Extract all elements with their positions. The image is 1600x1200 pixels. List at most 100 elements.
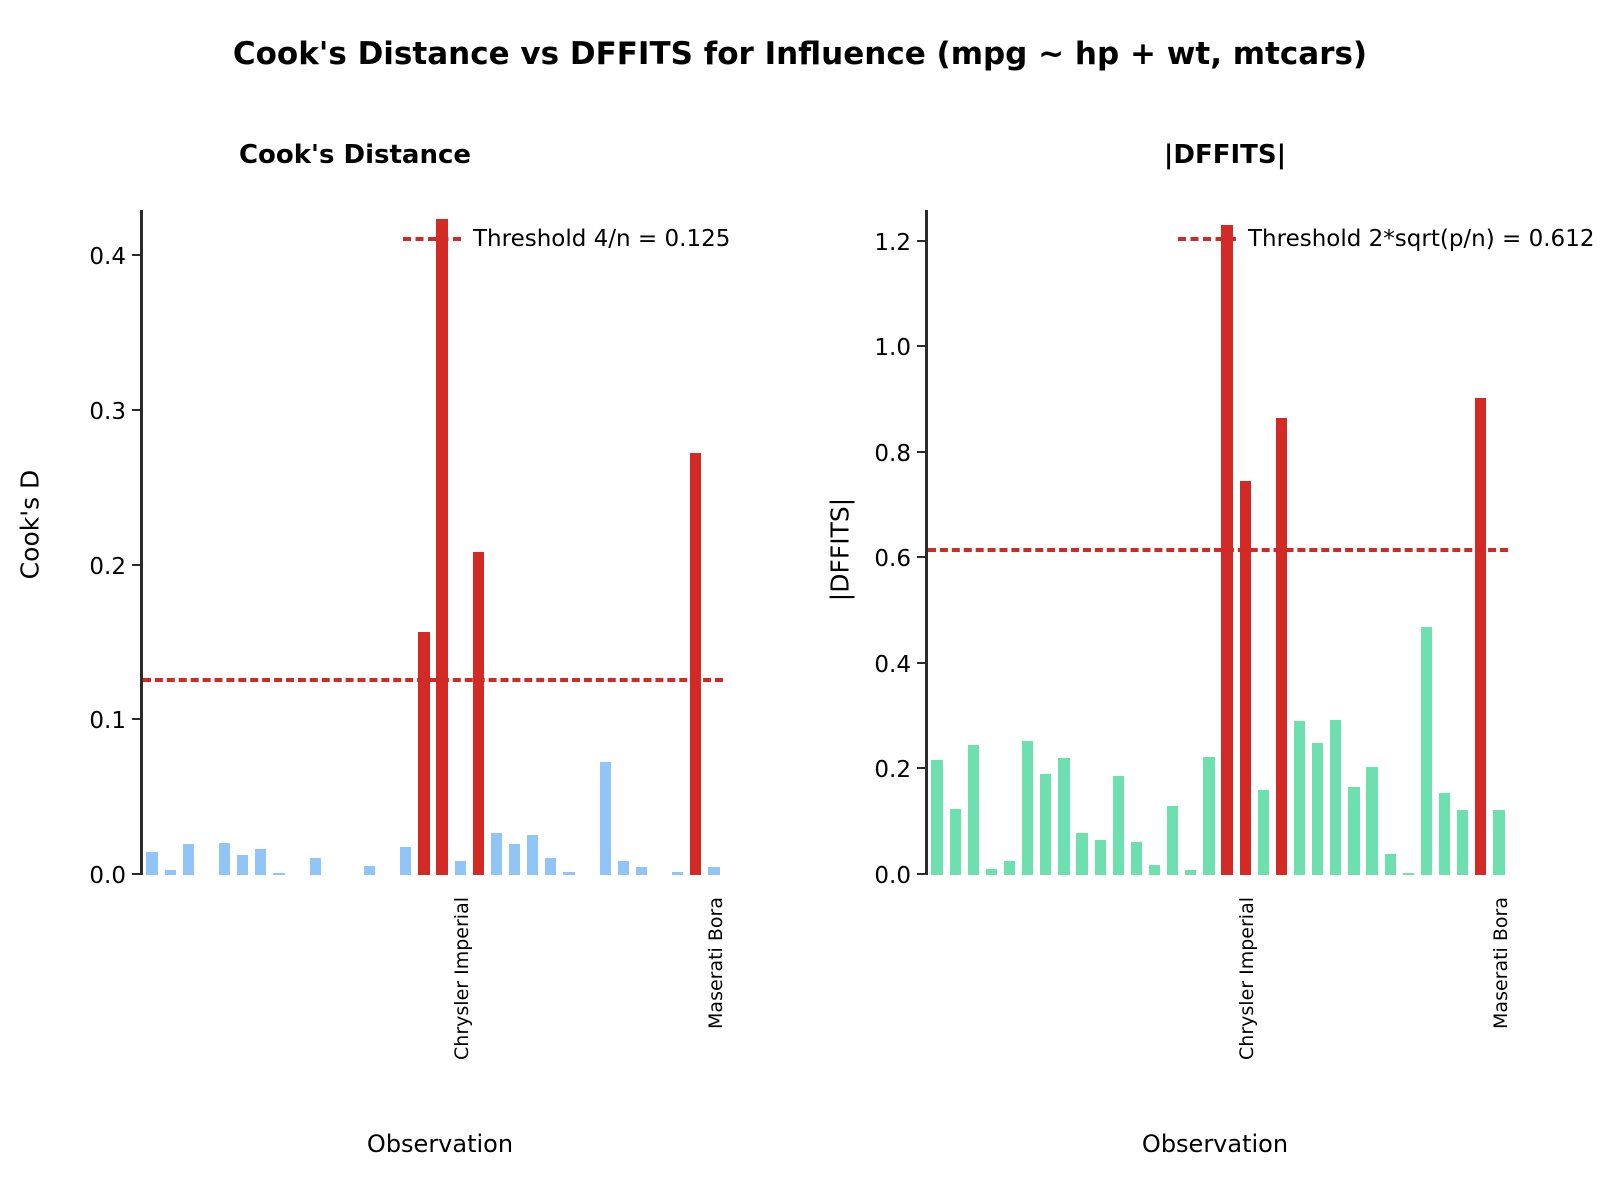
y-tick-label: 0.8: [874, 440, 911, 467]
y-tick-label: 0.4: [874, 651, 911, 678]
bar: [949, 808, 961, 875]
x-axis-label-cooks: Observation: [366, 1130, 514, 1158]
bar: [1112, 775, 1124, 875]
figure-suptitle: Cook's Distance vs DFFITS for Influence …: [232, 36, 1368, 72]
y-tick-mark: [132, 409, 143, 412]
bar: [1402, 873, 1414, 875]
bar: [1040, 774, 1052, 875]
bar: [1366, 766, 1378, 875]
y-tick-mark: [132, 563, 143, 566]
threshold-line-dffits: [928, 548, 1508, 552]
bar: [490, 833, 503, 875]
y-tick-mark: [917, 345, 928, 348]
bar: [599, 762, 611, 875]
x-axis-label-dffits: Observation: [1141, 1130, 1289, 1158]
bar: [508, 844, 521, 875]
bar: [1384, 854, 1396, 875]
bar: [617, 861, 629, 875]
y-tick-label: 0.0: [874, 863, 911, 889]
bar: [1058, 758, 1070, 875]
bar: [436, 219, 448, 875]
y-tick-mark: [917, 873, 928, 875]
bar: [1293, 721, 1306, 875]
legend-dash-icon: [1178, 237, 1236, 241]
plot-area-cooks-distance: 0.0 0.1 0.2 0.3 0.4 Chrysler Imperial Maserat…: [89, 210, 730, 1060]
x-tick-label: Maserati Bora: [704, 897, 727, 1029]
x-tick-label: Maserati Bora: [1489, 897, 1512, 1029]
bar: [1438, 793, 1451, 875]
bar: [255, 848, 267, 875]
y-tick-label: 0.4: [89, 244, 126, 271]
y-tick-mark: [917, 239, 928, 242]
bar: [454, 861, 466, 875]
bar: [1420, 626, 1433, 875]
y-axis-label-dffits: |DFFITS|: [825, 497, 855, 602]
bar: [363, 865, 376, 875]
bar: [1239, 480, 1251, 875]
y-tick-mark: [132, 254, 143, 257]
bar: [1312, 742, 1324, 875]
bar: [1148, 864, 1161, 875]
bar: [1275, 417, 1288, 875]
bar: [967, 745, 979, 875]
bar: [1022, 740, 1034, 875]
bar: [164, 870, 176, 875]
bar: [931, 760, 943, 875]
bar: [985, 869, 998, 875]
bar: [1348, 787, 1360, 875]
y-tick-mark: [917, 767, 928, 770]
bar: [218, 842, 231, 875]
bar: [1185, 870, 1197, 875]
x-tick-label: Chrysler Imperial: [451, 897, 474, 1060]
legend-label-dffits: Threshold 2*sqrt(p/n) = 0.612: [1248, 226, 1595, 252]
y-tick-label: 0.6: [874, 546, 911, 573]
panel-title-cooks-distance: Cook's Distance: [238, 140, 472, 170]
bar: [1003, 860, 1016, 875]
y-tick-mark: [132, 873, 143, 875]
bar: [182, 844, 194, 875]
bar: [400, 847, 412, 875]
y-tick-label: 0.1: [89, 708, 126, 735]
bar: [1475, 398, 1487, 875]
plot-area-dffits: 0.0 0.2 0.4 0.6 0.8 1.0 1.2 Chrysler Imperial M…: [874, 210, 1594, 1060]
bar: [635, 867, 648, 875]
y-tick-label: 0.0: [89, 863, 126, 889]
bar: [1203, 756, 1215, 875]
legend-cooks: Threshold 4/n = 0.125: [403, 226, 730, 252]
bar: [1130, 841, 1143, 875]
y-tick-label: 1.2: [874, 229, 911, 256]
bar: [708, 867, 720, 875]
bar: [146, 851, 158, 875]
bar: [1457, 809, 1469, 875]
legend-dffits: Threshold 2*sqrt(p/n) = 0.612: [1178, 226, 1594, 252]
legend-dash-icon: [403, 237, 461, 241]
y-tick-label: 0.2: [874, 757, 911, 784]
y-tick-label: 1.0: [874, 335, 911, 362]
bar: [1493, 809, 1505, 875]
bar: [1330, 719, 1342, 875]
bar: [527, 834, 539, 875]
panel-cooks-distance: Cook's Distance Cook's D 0.0 0.1 0.2 0.3 0.4…: [0, 0, 790, 1200]
bar: [418, 632, 430, 875]
bar: [545, 858, 557, 875]
bar: [1094, 840, 1106, 875]
bar: [690, 452, 702, 875]
y-tick-label: 0.2: [89, 553, 126, 580]
bar: [563, 871, 575, 875]
y-tick-label: 0.3: [89, 399, 126, 426]
y-axis-label-cooks-d: Cook's D: [15, 469, 45, 580]
bar: [472, 551, 484, 875]
y-tick-mark: [132, 718, 143, 721]
bar: [1167, 805, 1179, 875]
bar: [237, 854, 249, 875]
y-tick-mark: [917, 556, 928, 559]
bar: [1076, 833, 1088, 875]
bar: [309, 858, 321, 875]
legend-label-cooks: Threshold 4/n = 0.125: [473, 226, 731, 252]
x-tick-label: Chrysler Imperial: [1236, 897, 1259, 1060]
y-tick-mark: [917, 450, 928, 453]
panel-title-dffits: |DFFITS|: [1163, 140, 1287, 170]
bar: [273, 873, 285, 875]
threshold-line-cooks: [143, 677, 723, 682]
